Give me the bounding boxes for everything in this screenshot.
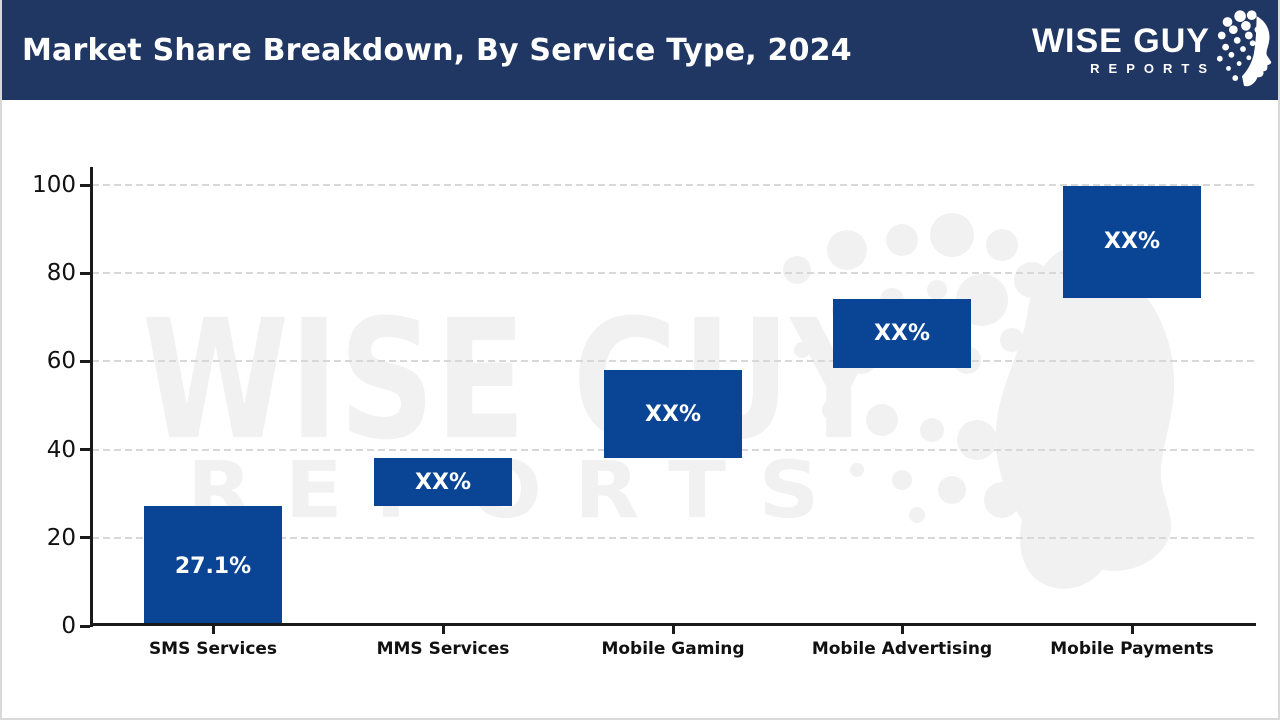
gridline-20	[92, 536, 1254, 539]
x-axis-spine	[90, 623, 1256, 626]
y-tick-label: 60	[46, 348, 76, 375]
bar-segment: XX%	[604, 370, 742, 459]
bar-value-label: XX%	[1104, 229, 1160, 255]
x-tick-mark	[671, 626, 675, 634]
brand-logo-text: WISE GUY REPORTS	[1032, 24, 1210, 76]
x-tick-mark	[211, 626, 215, 634]
x-tick-label: Mobile Advertising	[811, 639, 993, 659]
x-tick-label: SMS Services	[148, 639, 278, 659]
gridline-60	[92, 360, 1254, 363]
y-tick-label: 0	[61, 613, 76, 639]
watermark-text-line1: WISE GUY	[142, 284, 889, 476]
bar-value-label: XX%	[645, 401, 701, 427]
y-tick-mark	[80, 271, 90, 275]
brand-name: WISE GUY	[1031, 22, 1210, 60]
bar-segment: 27.1%	[144, 506, 282, 626]
y-axis-spine	[90, 167, 93, 627]
brand-logo: WISE GUY REPORTS	[1032, 6, 1272, 94]
page-title: Market Share Breakdown, By Service Type,…	[22, 32, 852, 68]
watermark-text-line2: REPORTS	[187, 446, 852, 536]
x-tick-mark	[441, 626, 445, 634]
y-tick-label: 40	[46, 436, 76, 463]
y-tick-label: 100	[32, 172, 76, 198]
gridline-80	[92, 272, 1254, 275]
bar-segment: XX%	[1063, 185, 1201, 298]
y-tick-label: 20	[46, 524, 76, 551]
x-tick-mark	[900, 626, 904, 634]
bar-segment: XX%	[833, 298, 971, 368]
header-bar: Market Share Breakdown, By Service Type,…	[2, 0, 1278, 100]
brand-head-icon	[1216, 10, 1272, 87]
bar-value-label: 27.1%	[174, 553, 252, 579]
y-tick-mark	[80, 183, 90, 187]
y-tick-mark	[80, 448, 90, 452]
gridline-100	[92, 184, 1254, 186]
y-tick-mark	[80, 536, 90, 540]
x-tick-label: MMS Services	[376, 639, 510, 659]
x-tick-label: Mobile Gaming	[601, 639, 745, 659]
x-tick-label: Mobile Payments	[1050, 639, 1214, 659]
bar-value-label: XX%	[415, 469, 471, 495]
bar-segment: XX%	[374, 458, 512, 507]
y-tick-mark	[80, 624, 90, 628]
bar-value-label: XX%	[874, 320, 930, 346]
brand-subname: REPORTS	[1090, 61, 1216, 76]
x-tick-mark	[1130, 626, 1134, 634]
y-tick-mark	[80, 359, 90, 363]
y-tick-label: 80	[46, 260, 76, 287]
